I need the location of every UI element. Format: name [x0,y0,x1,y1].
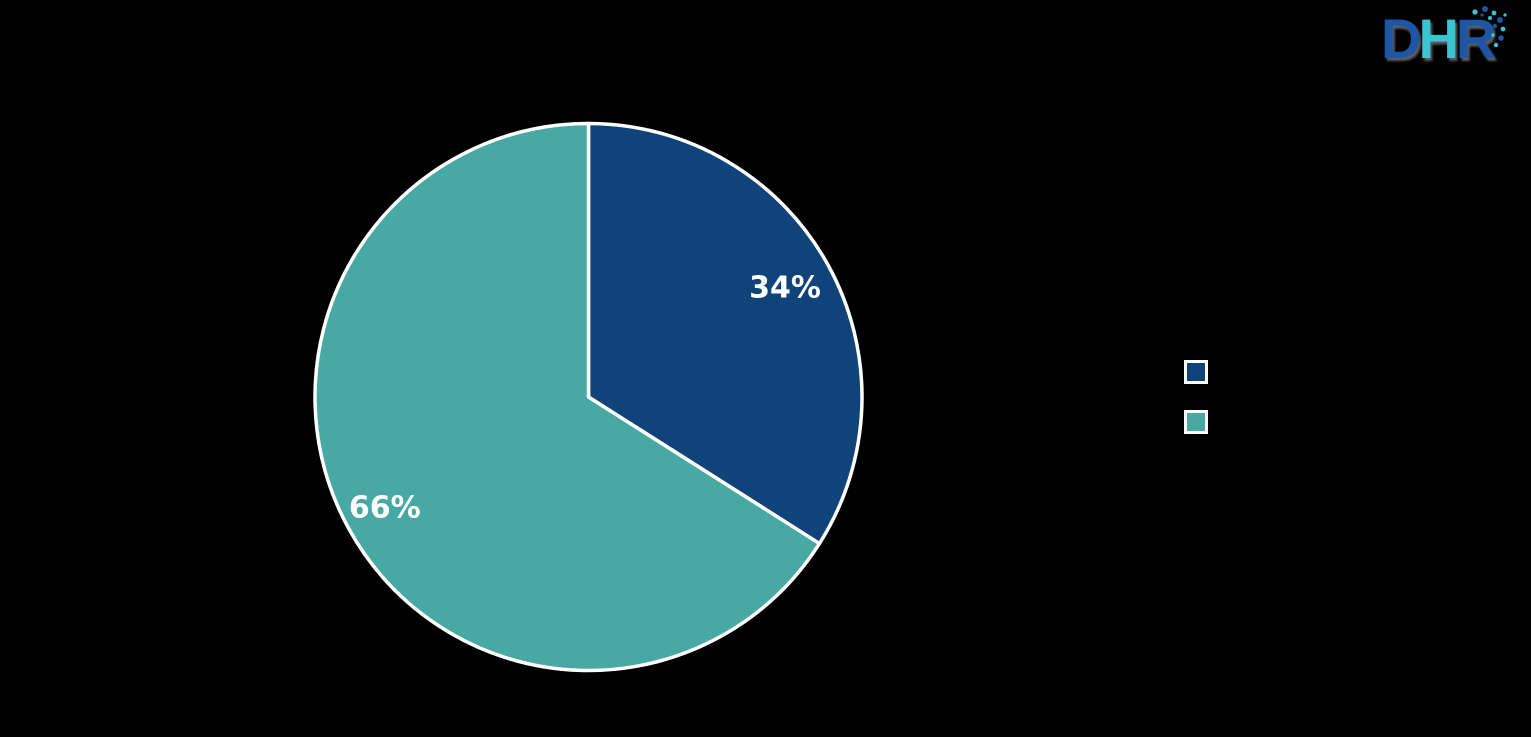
logo-letter-d: D [1381,7,1421,70]
legend-swatch [1184,360,1208,384]
pie-slice-label: 34% [749,270,821,305]
logo-dots-decoration-icon [1472,6,1507,48]
legend-swatch [1184,410,1208,434]
dhr-logo: DHR [1381,6,1507,78]
logo-letter-h: H [1418,7,1458,70]
legend [1184,360,1208,434]
pie-slice-label: 66% [349,490,421,525]
logo-text: DHR [1381,6,1501,72]
pie-slice [313,121,822,673]
